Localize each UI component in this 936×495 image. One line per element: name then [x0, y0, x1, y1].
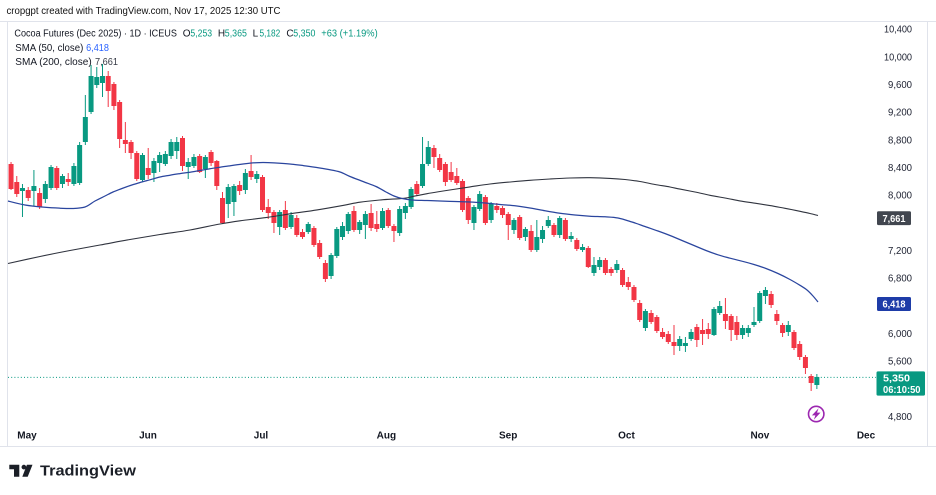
svg-text:L: L	[253, 29, 259, 40]
svg-text:10,000: 10,000	[884, 52, 912, 63]
svg-text:6,418: 6,418	[883, 300, 906, 311]
svg-text:May: May	[17, 431, 37, 442]
svg-text:H: H	[218, 29, 225, 40]
svg-text:5,600: 5,600	[888, 357, 912, 368]
svg-text:SMA (200, close): SMA (200, close)	[15, 57, 91, 68]
svg-text:6,000: 6,000	[888, 329, 912, 340]
svg-text:C: C	[286, 29, 293, 40]
svg-text:Jul: Jul	[254, 431, 269, 442]
svg-text:Aug: Aug	[377, 431, 396, 442]
svg-text:TradingView: TradingView	[40, 463, 136, 480]
svg-text:SMA (50, close): SMA (50, close)	[15, 43, 83, 54]
svg-text:9,200: 9,200	[888, 108, 912, 119]
svg-text:8,800: 8,800	[888, 135, 912, 146]
svg-text:Oct: Oct	[618, 431, 635, 442]
svg-text:Cocoa Futures (Dec 2025) · 1D: Cocoa Futures (Dec 2025) · 1D · ICEUS	[14, 29, 177, 40]
svg-text:7,661: 7,661	[883, 214, 906, 225]
svg-text:Dec: Dec	[857, 431, 876, 442]
svg-text:5,253: 5,253	[190, 29, 212, 40]
svg-text:5,350: 5,350	[293, 29, 315, 40]
svg-text:7,200: 7,200	[888, 246, 912, 257]
svg-text:5,350: 5,350	[883, 374, 910, 385]
svg-text:+63 (+1.19%): +63 (+1.19%)	[321, 29, 377, 40]
svg-text:Nov: Nov	[750, 431, 769, 442]
svg-text:4,800: 4,800	[888, 412, 912, 423]
svg-text:O: O	[183, 29, 191, 40]
svg-text:9,600: 9,600	[888, 80, 912, 91]
svg-text:7,661: 7,661	[95, 57, 118, 68]
svg-text:06:10:50: 06:10:50	[883, 385, 921, 396]
svg-text:8,400: 8,400	[888, 163, 912, 174]
svg-text:cropgpt created with TradingVi: cropgpt created with TradingView.com, No…	[7, 5, 281, 17]
svg-text:Jun: Jun	[139, 431, 157, 442]
svg-text:6,418: 6,418	[86, 43, 109, 54]
svg-text:10,400: 10,400	[884, 25, 912, 36]
svg-text:6,800: 6,800	[888, 274, 912, 285]
svg-text:Sep: Sep	[499, 431, 517, 442]
svg-text:5,182: 5,182	[260, 29, 281, 40]
svg-text:5,365: 5,365	[225, 29, 247, 40]
svg-text:8,000: 8,000	[888, 191, 912, 202]
